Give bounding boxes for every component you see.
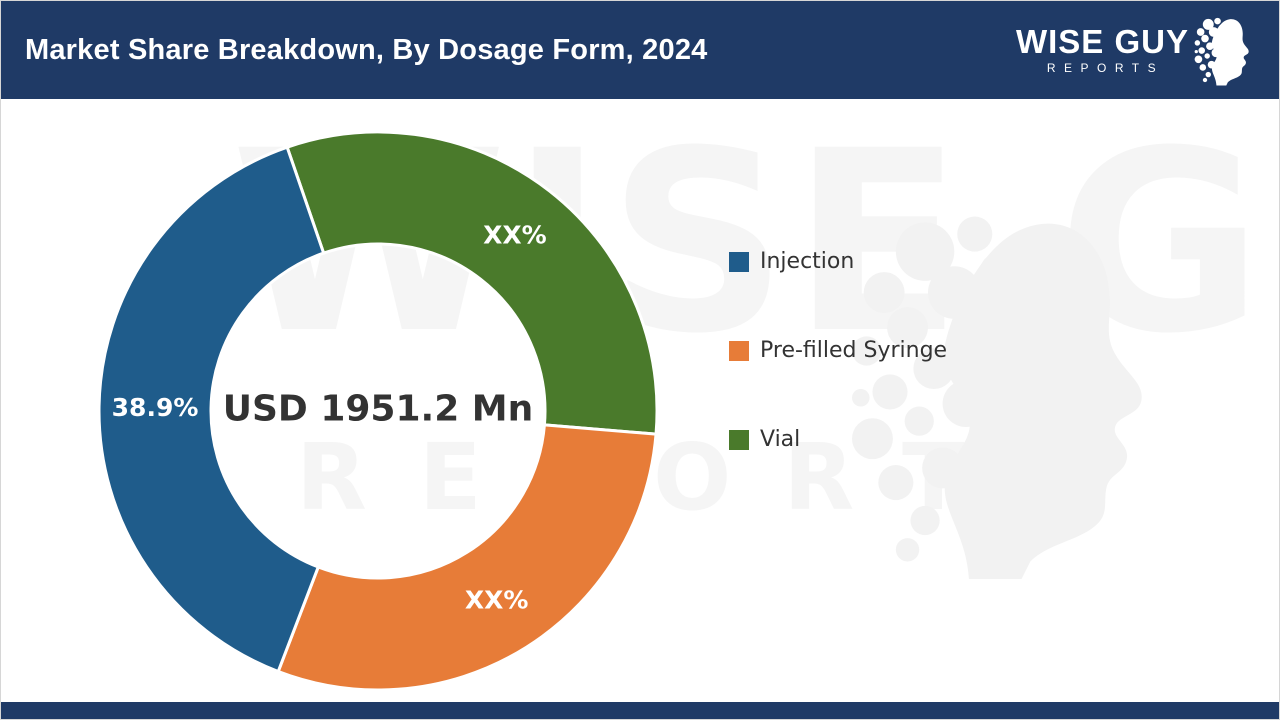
legend: Injection Pre-filled Syringe Vial [729,249,947,452]
donut-segment-pre-filled-syringe [276,423,658,692]
footer-bar [1,702,1279,719]
donut-segment-injection [97,145,326,674]
wise-guy-logo: WISE GUY REPORTS [1016,14,1253,86]
legend-item-injection: Injection [729,249,947,274]
legend-swatch-pre-filled-syringe [729,340,749,361]
logo-line1: WISE GUY [1015,23,1189,60]
legend-label-vial: Vial [760,427,801,452]
chart-title: Market Share Breakdown, By Dosage Form, … [25,33,708,66]
legend-swatch-vial [729,429,749,450]
header-bar: Market Share Breakdown, By Dosage Form, … [1,1,1279,99]
segment-label-pre-filled-syringe: XX% [465,586,529,615]
segment-label-vial: XX% [483,221,547,250]
legend-item-vial: Vial [729,427,947,452]
logo-wordmark: WISE GUY REPORTS [1016,25,1189,75]
legend-label-pre-filled-syringe: Pre-filled Syringe [760,338,948,363]
legend-item-pre-filled-syringe: Pre-filled Syringe [729,338,947,363]
legend-swatch-injection [729,251,749,272]
logo-face-icon [1194,17,1249,86]
logo-line2: REPORTS [1046,61,1165,75]
donut-segment-vial [285,130,659,436]
legend-label-injection: Injection [760,249,855,274]
donut-chart: XX% XX% 38.9% [97,130,659,692]
segment-label-injection: 38.9% [112,393,199,422]
chart-area: WISE GUY REPORTS XX%XX%38.9% USD 1951.2 … [1,99,1279,704]
donut-center-value: USD 1951.2 Mn [222,388,534,430]
